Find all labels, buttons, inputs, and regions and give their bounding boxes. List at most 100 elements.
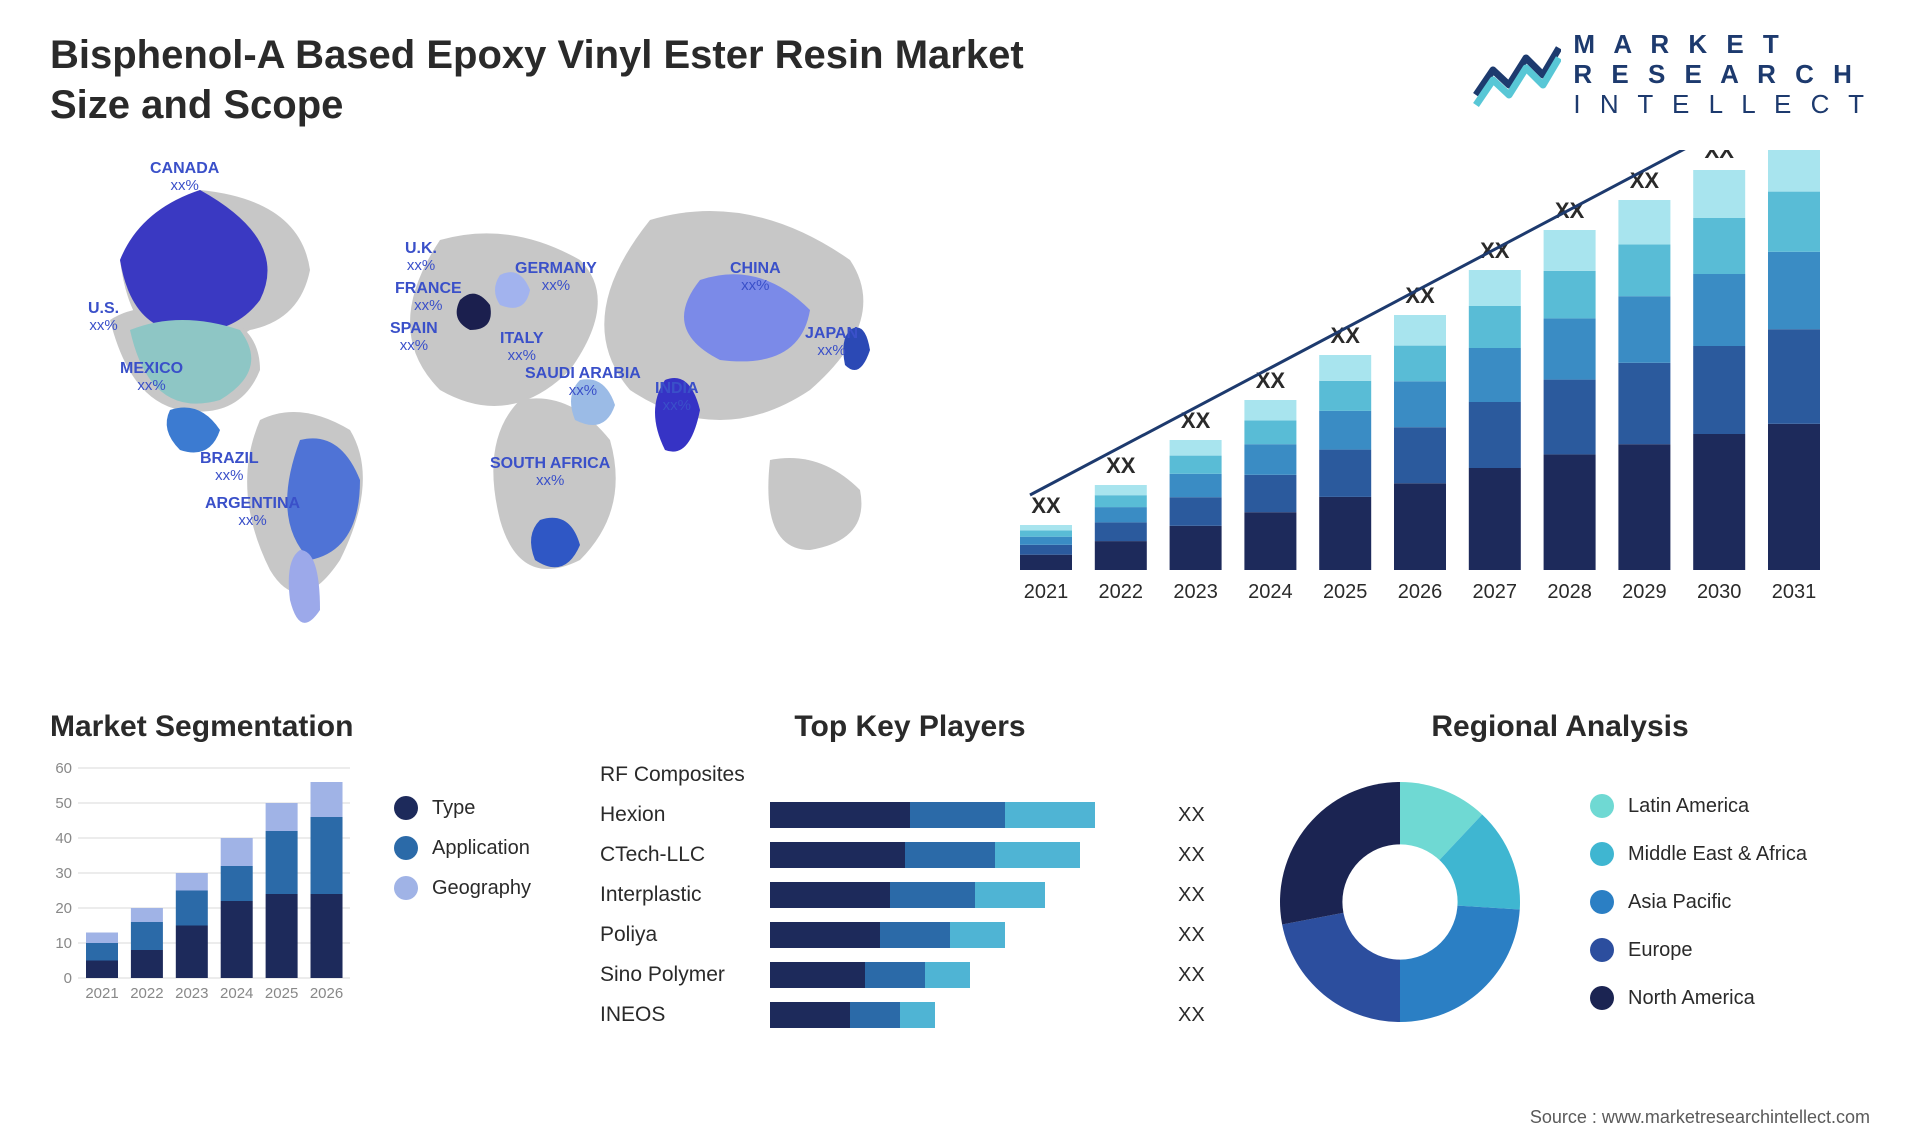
- svg-text:10: 10: [55, 935, 72, 952]
- svg-text:XX: XX: [1031, 493, 1061, 518]
- legend-item: North America: [1590, 986, 1807, 1010]
- player-name: RF Composites: [600, 763, 770, 787]
- svg-text:2023: 2023: [1173, 581, 1218, 603]
- svg-text:2026: 2026: [1398, 581, 1443, 603]
- regional-title: Regional Analysis: [1250, 710, 1870, 744]
- player-bar: [770, 842, 1170, 868]
- header: Bisphenol-A Based Epoxy Vinyl Ester Resi…: [50, 30, 1870, 130]
- player-bar: [770, 1002, 1170, 1028]
- legend-label: Middle East & Africa: [1628, 843, 1807, 866]
- map-label: INDIAxx%: [655, 380, 699, 414]
- player-bar: [770, 962, 1170, 988]
- map-label: CANADAxx%: [150, 160, 219, 194]
- legend-swatch: [1590, 842, 1614, 866]
- legend-label: Asia Pacific: [1628, 891, 1731, 914]
- player-bar: [770, 882, 1170, 908]
- svg-text:2023: 2023: [175, 985, 208, 1002]
- svg-text:60: 60: [55, 762, 72, 777]
- map-label: GERMANYxx%: [515, 260, 597, 294]
- svg-text:50: 50: [55, 795, 72, 812]
- players-panel: Top Key Players RF CompositesHexionXXCTe…: [600, 710, 1220, 1042]
- map-label: JAPANxx%: [805, 325, 858, 359]
- legend-swatch: [1590, 938, 1614, 962]
- legend-label: North America: [1628, 987, 1755, 1010]
- svg-text:2029: 2029: [1622, 581, 1667, 603]
- svg-text:2025: 2025: [1323, 581, 1368, 603]
- map-panel: CANADAxx% U.S.xx%MEXICOxx% BRAZILxx% ARGENT…: [50, 150, 960, 670]
- regional-panel: Regional Analysis Latin America Middle Ea…: [1250, 710, 1870, 1042]
- growth-chart-svg: XX2021XX2022XX2023XX2024XX2025XX2026XX20…: [1000, 150, 1860, 650]
- segmentation-legend: Type Application Geography: [394, 762, 531, 1022]
- player-value: XX: [1170, 964, 1220, 987]
- svg-text:0: 0: [64, 970, 72, 987]
- svg-text:XX: XX: [1705, 150, 1735, 163]
- logo-icon: [1471, 40, 1561, 110]
- legend-label: Application: [432, 837, 530, 860]
- legend-label: Type: [432, 797, 475, 820]
- map-label: MEXICOxx%: [120, 360, 183, 394]
- map-label: SPAINxx%: [390, 320, 438, 354]
- legend-item: Middle East & Africa: [1590, 842, 1807, 866]
- player-name: Hexion: [600, 803, 770, 827]
- map-label: BRAZILxx%: [200, 450, 259, 484]
- svg-text:2027: 2027: [1473, 581, 1518, 603]
- map-label: U.S.xx%: [88, 300, 119, 334]
- player-value: XX: [1170, 1004, 1220, 1027]
- svg-text:2030: 2030: [1697, 581, 1742, 603]
- svg-text:XX: XX: [1106, 453, 1136, 478]
- player-value: XX: [1170, 884, 1220, 907]
- player-name: Poliya: [600, 923, 770, 947]
- legend-item: Europe: [1590, 938, 1807, 962]
- player-bar: [770, 922, 1170, 948]
- legend-item: Geography: [394, 876, 531, 900]
- source-text: Source : www.marketresearchintellect.com: [1530, 1107, 1870, 1128]
- segmentation-panel: Market Segmentation 01020304050602021202…: [50, 710, 570, 1042]
- player-name: CTech-LLC: [600, 843, 770, 867]
- player-name: Interplastic: [600, 883, 770, 907]
- segmentation-title: Market Segmentation: [50, 710, 570, 744]
- regional-legend: Latin America Middle East & Africa Asia Pa…: [1590, 794, 1807, 1010]
- legend-item: Application: [394, 836, 531, 860]
- legend-label: Geography: [432, 877, 531, 900]
- legend-swatch: [1590, 890, 1614, 914]
- players-list: RF Composites Hexion XX CTech-LLC XX Interpla…: [600, 762, 1220, 1028]
- logo-text: M A R K E T R E S E A R C H I N T E L L …: [1573, 30, 1870, 120]
- legend-item: Type: [394, 796, 531, 820]
- player-value: XX: [1170, 924, 1220, 947]
- svg-text:40: 40: [55, 830, 72, 847]
- brand-logo: M A R K E T R E S E A R C H I N T E L L …: [1471, 30, 1870, 120]
- map-label: ITALYxx%: [500, 330, 544, 364]
- svg-text:2022: 2022: [1099, 581, 1144, 603]
- map-label: FRANCExx%: [395, 280, 462, 314]
- map-label: CHINAxx%: [730, 260, 781, 294]
- lower-row: Market Segmentation 01020304050602021202…: [50, 710, 1870, 1042]
- player-value: XX: [1170, 804, 1220, 827]
- player-name: Sino Polymer: [600, 963, 770, 987]
- map-label: SOUTH AFRICAxx%: [490, 455, 610, 489]
- legend-swatch: [1590, 986, 1614, 1010]
- player-value: XX: [1170, 844, 1220, 867]
- regional-donut: [1250, 762, 1550, 1042]
- svg-text:2021: 2021: [1024, 581, 1069, 603]
- upper-row: CANADAxx% U.S.xx%MEXICOxx% BRAZILxx% ARGENT…: [50, 150, 1870, 670]
- legend-label: Latin America: [1628, 795, 1749, 818]
- svg-text:2024: 2024: [220, 985, 253, 1002]
- segmentation-chart: 0102030405060202120222023202420252026: [50, 762, 370, 1022]
- svg-text:2021: 2021: [85, 985, 118, 1002]
- player-name: INEOS: [600, 1003, 770, 1027]
- player-bar: [770, 802, 1170, 828]
- map-label: SAUDI ARABIAxx%: [525, 365, 641, 399]
- legend-label: Europe: [1628, 939, 1693, 962]
- map-label: ARGENTINAxx%: [205, 495, 300, 529]
- legend-swatch: [394, 876, 418, 900]
- legend-swatch: [394, 796, 418, 820]
- growth-chart: XX2021XX2022XX2023XX2024XX2025XX2026XX20…: [1000, 150, 1870, 670]
- legend-swatch: [1590, 794, 1614, 818]
- legend-swatch: [394, 836, 418, 860]
- map-label: U.K.xx%: [405, 240, 437, 274]
- legend-item: Asia Pacific: [1590, 890, 1807, 914]
- svg-text:2022: 2022: [130, 985, 163, 1002]
- svg-text:30: 30: [55, 865, 72, 882]
- page-title: Bisphenol-A Based Epoxy Vinyl Ester Resi…: [50, 30, 1050, 130]
- legend-item: Latin America: [1590, 794, 1807, 818]
